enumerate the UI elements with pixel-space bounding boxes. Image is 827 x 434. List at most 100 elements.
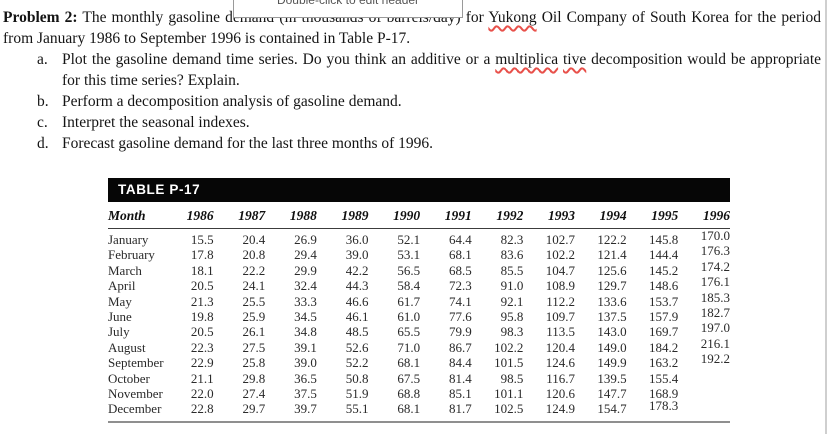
table-p17: TABLE P-17 Month 1986 1987 1988 1989 1990 1991… bbox=[108, 178, 730, 423]
text-segment: Oil Company of South Korea for the perio… bbox=[3, 9, 821, 47]
value-cell: 92.1 bbox=[500, 293, 524, 309]
table-row: March 18.1 22.2 29.9 42.2 56.5 68.5 85.5 104.7 12… bbox=[108, 259, 730, 278]
value-cell: 22.0 bbox=[190, 386, 214, 402]
value-cell: 176.1 bbox=[700, 274, 730, 290]
value-cell bbox=[678, 382, 730, 397]
value-cell: 81.4 bbox=[449, 370, 472, 386]
problem-text-block: Problem 2: The monthly gasoline demand (… bbox=[3, 7, 821, 154]
value-cell: 68.1 bbox=[397, 401, 421, 417]
value-cell: 27.5 bbox=[242, 339, 266, 355]
value-cell: 50.8 bbox=[345, 370, 369, 386]
value-cell: 182.7 bbox=[700, 305, 730, 321]
month-cell: June bbox=[108, 309, 132, 325]
table-row: February 17.8 20.8 29.4 39.0 53.1 68.1 83.6 102.… bbox=[108, 243, 730, 263]
table-title-bar: TABLE P-17 bbox=[108, 178, 730, 202]
value-cell: 148.6 bbox=[649, 278, 679, 294]
column-header-year: 1995 bbox=[626, 203, 679, 229]
table-row: December 22.8 29.7 39.7 55.1 68.1 81.7 102.5 124… bbox=[108, 398, 730, 417]
value-cell: 52.2 bbox=[345, 355, 369, 371]
value-cell: 176.3 bbox=[700, 243, 730, 259]
month-cell: January bbox=[108, 232, 149, 247]
value-cell: 25.5 bbox=[242, 293, 266, 309]
value-cell: 42.2 bbox=[345, 262, 369, 278]
table-row: July 20.5 26.1 34.8 48.5 65.5 79.9 98.3 113.5 143… bbox=[108, 320, 730, 340]
value-cell: 124.6 bbox=[545, 355, 575, 371]
value-cell: 36.5 bbox=[294, 370, 317, 386]
value-cell: 37.5 bbox=[294, 386, 317, 402]
column-header-year: 1994 bbox=[575, 203, 627, 229]
value-cell: 125.6 bbox=[597, 262, 627, 278]
value-cell: 84.4 bbox=[449, 355, 472, 371]
value-cell: 145.8 bbox=[649, 232, 679, 247]
value-cell: 169.7 bbox=[649, 324, 679, 340]
value-cell: 32.4 bbox=[294, 278, 317, 294]
value-cell: 170.0 bbox=[700, 228, 730, 243]
value-cell: 39.0 bbox=[294, 355, 317, 371]
table-row: August 22.3 27.5 39.1 52.6 71.0 86.7 102.2 120.4… bbox=[108, 336, 730, 355]
value-cell: 67.5 bbox=[397, 370, 421, 386]
value-cell: 102.2 bbox=[545, 247, 575, 263]
month-cell: March bbox=[108, 262, 142, 278]
value-cell bbox=[678, 367, 730, 382]
value-cell: 68.1 bbox=[397, 355, 421, 371]
value-cell: 53.1 bbox=[397, 247, 421, 263]
value-cell: 20.5 bbox=[190, 324, 214, 340]
value-cell: 121.4 bbox=[597, 247, 627, 263]
value-cell: 184.2 bbox=[649, 339, 679, 355]
text-segment: Problem 2: bbox=[3, 9, 78, 26]
value-cell: 52.6 bbox=[345, 339, 369, 355]
value-cell: 133.6 bbox=[597, 293, 627, 309]
value-cell: 61.7 bbox=[397, 293, 421, 309]
value-cell: 178.3 bbox=[649, 398, 679, 414]
value-cell: 26.1 bbox=[242, 324, 266, 340]
month-cell: September bbox=[108, 355, 164, 371]
value-cell: 74.1 bbox=[449, 293, 472, 309]
value-cell: 29.9 bbox=[294, 262, 317, 278]
month-cell: April bbox=[108, 278, 136, 294]
table-row: April 20.5 24.1 32.4 44.3 58.4 72.3 91.0 108.9 12… bbox=[108, 274, 730, 294]
text-segment: Forecast gasoline demand for the last th… bbox=[62, 135, 434, 152]
problem-parts-list: a. Plot the gasoline demand time series. … bbox=[3, 49, 821, 154]
value-cell: 22.2 bbox=[242, 262, 266, 278]
text-segment: decomposition would be appropriate for t… bbox=[62, 51, 822, 89]
list-marker: d. bbox=[37, 135, 49, 152]
value-cell: 48.5 bbox=[345, 324, 369, 340]
month-cell: July bbox=[108, 324, 130, 340]
value-cell: 116.7 bbox=[546, 370, 575, 386]
value-cell: 26.9 bbox=[294, 232, 317, 247]
value-cell: 185.3 bbox=[700, 289, 730, 305]
problem-part-b: b. Perform a decomposition analysis of ga… bbox=[3, 91, 821, 112]
value-cell: 168.9 bbox=[649, 386, 679, 402]
month-cell: November bbox=[108, 386, 163, 402]
value-cell: 124.9 bbox=[545, 401, 575, 417]
value-cell: 154.7 bbox=[597, 401, 627, 417]
window-right-border bbox=[825, 0, 827, 434]
value-cell: 108.9 bbox=[545, 278, 575, 294]
value-cell: 39.1 bbox=[294, 339, 317, 355]
table-header-row: Month 1986 1987 1988 1989 1990 1991 1992 1993 199… bbox=[108, 203, 730, 229]
column-header-year: 1993 bbox=[523, 203, 575, 229]
value-cell: 39.7 bbox=[294, 401, 317, 417]
value-cell: 71.0 bbox=[397, 339, 421, 355]
value-cell: 29.7 bbox=[242, 401, 266, 417]
value-cell: 27.4 bbox=[242, 386, 266, 402]
value-cell: 46.1 bbox=[345, 309, 369, 325]
header-tooltip-text: Double-click to edit header bbox=[276, 0, 420, 7]
value-cell: 149.0 bbox=[597, 339, 627, 355]
value-cell: 129.7 bbox=[597, 278, 627, 294]
value-cell: 85.5 bbox=[500, 262, 524, 278]
problem-part-a: a. Plot the gasoline demand time series. … bbox=[3, 49, 821, 91]
table-row: September 22.9 25.8 39.0 52.2 68.1 84.4 101.5 12… bbox=[108, 351, 730, 371]
month-cell: December bbox=[108, 401, 162, 417]
value-cell: 68.8 bbox=[397, 386, 421, 402]
value-cell: 79.9 bbox=[449, 324, 472, 340]
table-row: January 15.5 20.4 26.9 36.0 52.1 64.4 82.3 102.7… bbox=[108, 228, 730, 248]
value-cell: 39.0 bbox=[345, 247, 369, 263]
value-cell: 68.1 bbox=[449, 247, 472, 263]
value-cell: 19.8 bbox=[190, 309, 214, 325]
column-header-year: 1988 bbox=[265, 203, 317, 229]
column-header-year: 1986 bbox=[162, 203, 214, 229]
value-cell: 22.9 bbox=[190, 355, 214, 371]
value-cell: 216.1 bbox=[700, 335, 730, 351]
misspelled-word: multiplica bbox=[495, 51, 559, 68]
